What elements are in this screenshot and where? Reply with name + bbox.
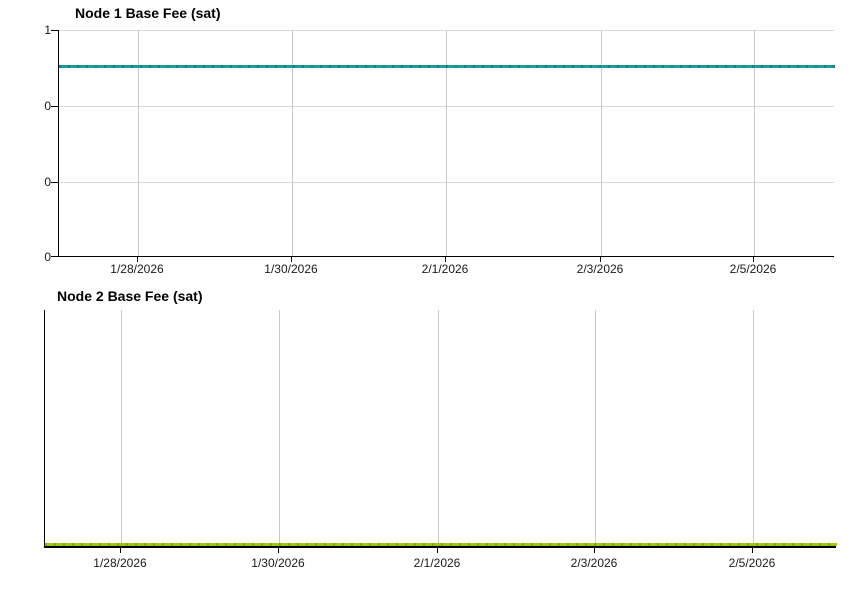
y-axis-tick-label: 0	[44, 99, 51, 113]
x-axis-tick-mark	[120, 548, 121, 553]
plot-area-node2	[44, 310, 837, 548]
gridline-vertical	[138, 30, 139, 256]
x-axis-tick-label: 1/30/2026	[251, 556, 305, 570]
gridline-vertical	[601, 30, 602, 256]
gridline-vertical	[438, 310, 439, 546]
x-axis-tick-label: 2/3/2026	[570, 556, 618, 570]
chart-title: Node 1 Base Fee (sat)	[75, 5, 221, 21]
x-axis-tick-mark	[753, 257, 754, 262]
gridline-vertical	[446, 30, 447, 256]
y-axis-tick-label: 0	[44, 250, 51, 264]
y-axis-tick-label: 0	[44, 175, 51, 189]
y-axis-tick-mark	[51, 30, 58, 31]
y-axis-tick-mark	[51, 256, 58, 257]
x-axis-tick-label: 1/28/2026	[110, 262, 164, 276]
x-axis-tick-label: 1/30/2026	[264, 262, 318, 276]
x-axis-tick-mark	[752, 548, 753, 553]
gridline-vertical	[595, 310, 596, 546]
x-axis-tick-label: 2/1/2026	[413, 556, 461, 570]
x-axis-tick-label: 1/28/2026	[93, 556, 147, 570]
series-line-node1-base-fee	[59, 65, 835, 68]
gridline-vertical	[279, 310, 280, 546]
y-axis-tick-mark	[51, 182, 58, 183]
gridline-vertical	[292, 30, 293, 256]
gridline-vertical	[121, 310, 122, 546]
x-axis-tick-mark	[137, 257, 138, 262]
x-axis-tick-mark	[278, 548, 279, 553]
x-axis-tick-mark	[594, 548, 595, 553]
x-axis-tick-label: 2/5/2026	[729, 262, 777, 276]
x-axis-tick-mark	[600, 257, 601, 262]
x-axis-tick-label: 2/3/2026	[576, 262, 624, 276]
y-axis-tick-mark	[51, 106, 58, 107]
chart-title: Node 2 Base Fee (sat)	[57, 288, 203, 304]
gridline-vertical	[754, 30, 755, 256]
x-axis-tick-mark	[291, 257, 292, 262]
x-axis-tick-label: 2/5/2026	[728, 556, 776, 570]
series-line-node2-base-fee	[45, 543, 837, 546]
plot-area-node1	[58, 30, 835, 257]
gridline-vertical	[753, 310, 754, 546]
y-axis-tick-label: 1	[44, 23, 51, 37]
x-axis-tick-label: 2/1/2026	[421, 262, 469, 276]
x-axis-tick-mark	[445, 257, 446, 262]
x-axis-tick-mark	[437, 548, 438, 553]
